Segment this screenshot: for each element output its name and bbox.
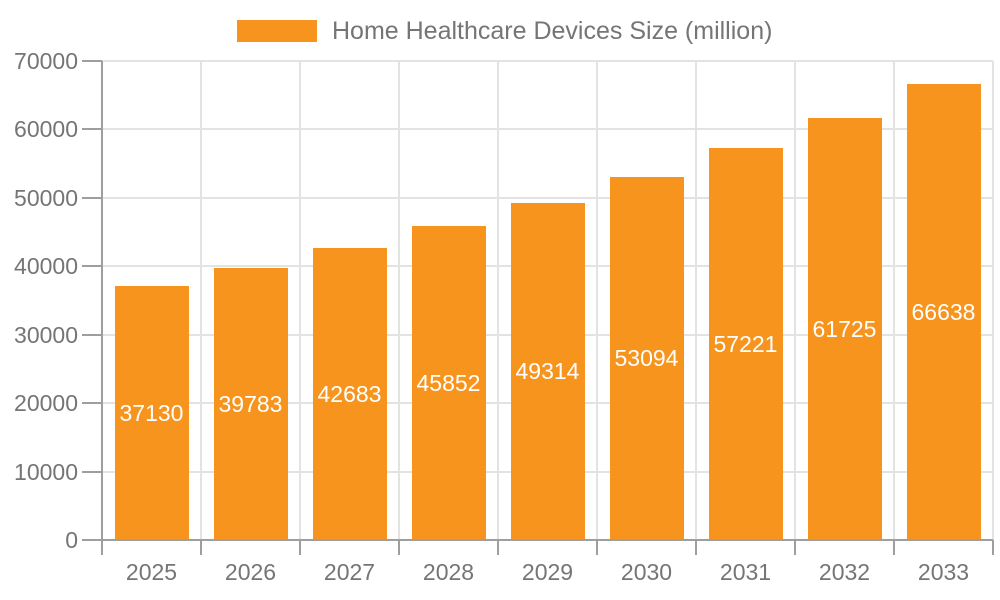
y-axis-tick-label: 30000 <box>14 321 78 348</box>
bar-2031[interactable] <box>708 148 783 540</box>
bar-2032[interactable] <box>807 117 882 540</box>
legend-swatch-icon <box>237 20 317 42</box>
gridline-vertical <box>299 61 301 540</box>
y-axis-tick-label: 50000 <box>14 184 78 211</box>
bar-value-label: 37130 <box>119 399 184 426</box>
y-axis-tick <box>82 128 102 131</box>
y-axis-tick <box>82 333 102 336</box>
y-axis-tick-label: 60000 <box>14 116 78 143</box>
bar-value-label: 49314 <box>515 358 580 385</box>
gridline-vertical <box>200 61 202 540</box>
y-axis-tick <box>82 265 102 268</box>
y-axis-line <box>101 61 103 555</box>
x-axis-tick <box>695 540 697 555</box>
x-axis-tick-label: 2026 <box>224 559 277 585</box>
x-axis-tick-label: 2025 <box>125 559 178 585</box>
gridline-horizontal <box>102 128 993 131</box>
gridline-vertical <box>596 61 598 540</box>
y-axis-tick-label: 20000 <box>14 390 78 417</box>
x-axis-tick <box>299 540 301 555</box>
x-axis-tick <box>893 540 895 555</box>
y-axis-tick <box>82 402 102 405</box>
bar-value-label: 42683 <box>317 380 382 407</box>
x-axis-tick-label: 2033 <box>917 559 970 585</box>
bar-2026[interactable] <box>213 267 288 540</box>
x-axis-tick-label: 2029 <box>521 559 574 585</box>
x-axis-tick <box>497 540 499 555</box>
y-axis-tick-label: 0 <box>65 527 78 553</box>
gridline-vertical <box>695 61 697 540</box>
bar-2025[interactable] <box>114 285 189 540</box>
y-axis-tick <box>82 539 102 541</box>
gridline-vertical <box>398 61 400 540</box>
x-axis-tick-label: 2032 <box>818 559 871 585</box>
y-axis-tick-label: 70000 <box>14 48 78 74</box>
bar-2033[interactable] <box>906 84 981 540</box>
bar-value-label: 53094 <box>614 345 679 372</box>
x-axis-tick <box>596 540 598 555</box>
bar-value-label: 57221 <box>713 331 778 358</box>
bar-2029[interactable] <box>510 202 585 540</box>
x-axis-tick-label: 2028 <box>422 559 475 585</box>
x-axis-tick-label: 2031 <box>719 559 772 585</box>
bar-value-label: 45852 <box>416 370 481 397</box>
x-axis-tick <box>992 540 994 555</box>
bar-2030[interactable] <box>609 176 684 540</box>
gridline-vertical <box>794 61 796 540</box>
gridline-horizontal <box>102 60 993 62</box>
y-axis-tick-label: 40000 <box>14 253 78 280</box>
x-axis-tick-label: 2027 <box>323 559 376 585</box>
bar-2027[interactable] <box>312 247 387 540</box>
x-axis-tick-label: 2030 <box>620 559 673 585</box>
x-axis-tick <box>200 540 202 555</box>
legend-label: Home Healthcare Devices Size (million) <box>332 17 773 45</box>
gridline-vertical <box>497 61 499 540</box>
y-axis-tick-label: 10000 <box>14 458 78 485</box>
x-axis-tick <box>794 540 796 555</box>
y-axis-tick <box>82 470 102 473</box>
y-axis-tick <box>82 60 102 62</box>
bar-value-label: 39783 <box>218 390 283 417</box>
legend: Home Healthcare Devices Size (million) <box>237 17 772 45</box>
bar-2028[interactable] <box>411 226 486 540</box>
gridline-vertical <box>893 61 895 540</box>
gridline-horizontal <box>102 196 993 199</box>
x-axis-line <box>102 539 993 541</box>
gridline-vertical <box>992 61 994 540</box>
legend-item[interactable]: Home Healthcare Devices Size (million) <box>237 17 772 45</box>
bar-value-label: 61725 <box>812 315 877 342</box>
x-axis-tick <box>398 540 400 555</box>
y-axis-tick <box>82 196 102 199</box>
bar-value-label: 66638 <box>911 299 976 325</box>
